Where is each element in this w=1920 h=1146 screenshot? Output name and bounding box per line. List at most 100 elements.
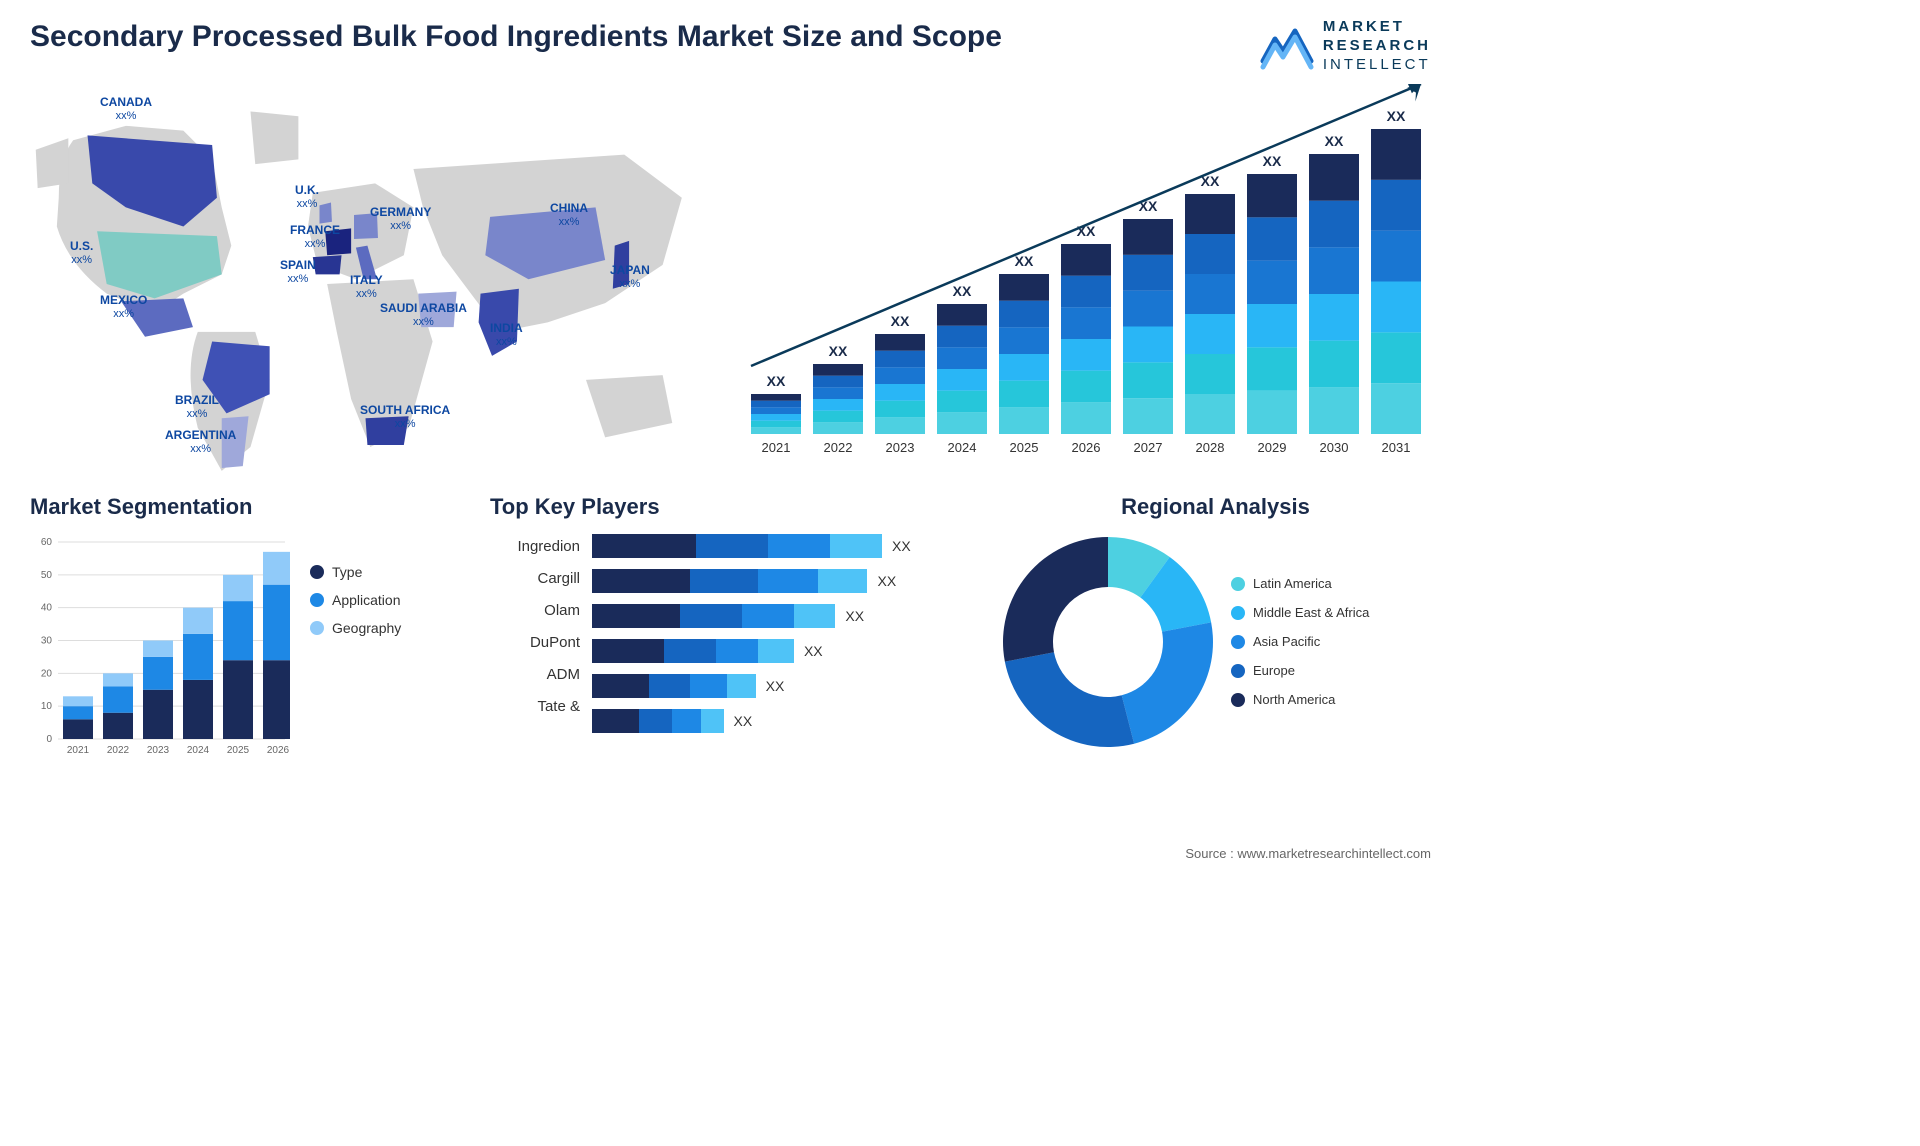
seg-legend-application: Application xyxy=(310,592,401,608)
player-bar-segment xyxy=(758,569,818,593)
swatch xyxy=(310,621,324,635)
svg-text:XX: XX xyxy=(767,373,786,389)
svg-text:0: 0 xyxy=(46,734,52,745)
swatch xyxy=(1231,693,1245,707)
svg-text:XX: XX xyxy=(1325,133,1344,149)
map-label-japan: JAPANxx% xyxy=(610,264,650,290)
svg-text:60: 60 xyxy=(41,537,53,548)
player-label-adm: ADM xyxy=(490,666,580,683)
player-bar xyxy=(592,569,868,593)
legend-label: Geography xyxy=(332,620,401,636)
map-label-italy: ITALYxx% xyxy=(350,274,383,300)
svg-text:2026: 2026 xyxy=(267,745,290,756)
region-legend-north-america: North America xyxy=(1231,692,1369,707)
player-bar-segment xyxy=(758,639,794,663)
map-label-canada: CANADAxx% xyxy=(100,96,152,122)
svg-text:2024: 2024 xyxy=(187,745,210,756)
player-bar-segment xyxy=(592,639,664,663)
map-label-india: INDIAxx% xyxy=(490,322,523,348)
svg-text:2028: 2028 xyxy=(1196,440,1225,455)
svg-text:50: 50 xyxy=(41,570,53,581)
svg-text:2030: 2030 xyxy=(1320,440,1349,455)
player-bar xyxy=(592,534,882,558)
players-title: Top Key Players xyxy=(490,494,970,520)
seg-legend-type: Type xyxy=(310,564,401,580)
player-bar-row: XX xyxy=(592,674,970,698)
swatch xyxy=(310,593,324,607)
svg-text:2022: 2022 xyxy=(107,745,130,756)
logo-line2: RESEARCH xyxy=(1323,37,1431,56)
svg-text:2027: 2027 xyxy=(1134,440,1163,455)
map-label-mexico: MEXICOxx% xyxy=(100,294,147,320)
region-legend-latin-america: Latin America xyxy=(1231,576,1369,591)
player-label-tate-: Tate & xyxy=(490,698,580,715)
swatch xyxy=(1231,664,1245,678)
legend-label: Europe xyxy=(1253,663,1295,678)
player-bar-segment xyxy=(672,709,701,733)
svg-text:XX: XX xyxy=(953,283,972,299)
player-value: XX xyxy=(878,573,897,589)
player-label-dupont: DuPont xyxy=(490,634,580,651)
main-bar-chart: 2021XX2022XX2023XX2024XX2025XX2026XX2027… xyxy=(741,84,1431,464)
player-bar xyxy=(592,674,756,698)
map-label-south-africa: SOUTH AFRICAxx% xyxy=(360,404,450,430)
svg-text:2026: 2026 xyxy=(1072,440,1101,455)
player-bar-segment xyxy=(592,604,680,628)
swatch xyxy=(1231,577,1245,591)
region-legend-europe: Europe xyxy=(1231,663,1369,678)
map-label-germany: GERMANYxx% xyxy=(370,206,431,232)
player-bar-segment xyxy=(794,604,835,628)
player-bar-segment xyxy=(639,709,672,733)
svg-text:2021: 2021 xyxy=(67,745,90,756)
logo-icon xyxy=(1259,21,1315,71)
logo-line3: INTELLECT xyxy=(1323,56,1431,75)
player-bar-segment xyxy=(768,534,830,558)
player-bar-row: XX xyxy=(592,534,970,558)
player-label-ingredion: Ingredion xyxy=(490,538,580,555)
source-text: Source : www.marketresearchintellect.com xyxy=(1185,846,1431,861)
svg-text:10: 10 xyxy=(41,701,53,712)
map-label-france: FRANCExx% xyxy=(290,224,340,250)
player-bar-segment xyxy=(664,639,716,663)
region-legend-middle-east-africa: Middle East & Africa xyxy=(1231,605,1369,620)
swatch xyxy=(310,565,324,579)
svg-text:XX: XX xyxy=(829,343,848,359)
player-bar xyxy=(592,709,724,733)
map-label-brazil: BRAZILxx% xyxy=(175,394,219,420)
player-bar-segment xyxy=(649,674,690,698)
player-label-olam: Olam xyxy=(490,602,580,619)
player-bar-segment xyxy=(830,534,882,558)
player-bar-segment xyxy=(727,674,756,698)
player-value: XX xyxy=(734,713,753,729)
svg-text:2029: 2029 xyxy=(1258,440,1287,455)
segmentation-title: Market Segmentation xyxy=(30,494,460,520)
svg-text:XX: XX xyxy=(1387,108,1406,124)
segmentation-section: Market Segmentation 01020304050602021202… xyxy=(30,494,460,759)
regional-section: Regional Analysis Latin AmericaMiddle Ea… xyxy=(1000,494,1431,759)
player-value: XX xyxy=(804,643,823,659)
legend-label: Asia Pacific xyxy=(1253,634,1320,649)
regional-legend: Latin America Middle East & Africa Asia Pa… xyxy=(1231,576,1369,707)
page-title: Secondary Processed Bulk Food Ingredient… xyxy=(30,18,1002,56)
legend-label: Middle East & Africa xyxy=(1253,605,1369,620)
player-bar-segment xyxy=(690,569,757,593)
legend-label: North America xyxy=(1253,692,1335,707)
player-bars: XXXXXXXXXXXX xyxy=(592,534,970,733)
region-legend-asia-pacific: Asia Pacific xyxy=(1231,634,1369,649)
player-bar-row: XX xyxy=(592,569,970,593)
segmentation-legend: Type Application Geography xyxy=(310,534,401,759)
player-bar-segment xyxy=(592,674,649,698)
svg-text:2022: 2022 xyxy=(824,440,853,455)
svg-text:40: 40 xyxy=(41,603,53,614)
player-labels: IngredionCargillOlamDuPontADMTate & xyxy=(490,534,580,715)
player-bar-row: XX xyxy=(592,709,970,733)
map-label-china: CHINAxx% xyxy=(550,202,588,228)
svg-text:XX: XX xyxy=(1263,153,1282,169)
players-section: Top Key Players IngredionCargillOlamDuPo… xyxy=(490,494,970,759)
svg-text:20: 20 xyxy=(41,669,53,680)
svg-text:XX: XX xyxy=(1015,253,1034,269)
player-value: XX xyxy=(766,678,785,694)
player-bar-row: XX xyxy=(592,639,970,663)
segmentation-chart: 0102030405060202120222023202420252026 xyxy=(30,534,290,759)
svg-text:2023: 2023 xyxy=(886,440,915,455)
